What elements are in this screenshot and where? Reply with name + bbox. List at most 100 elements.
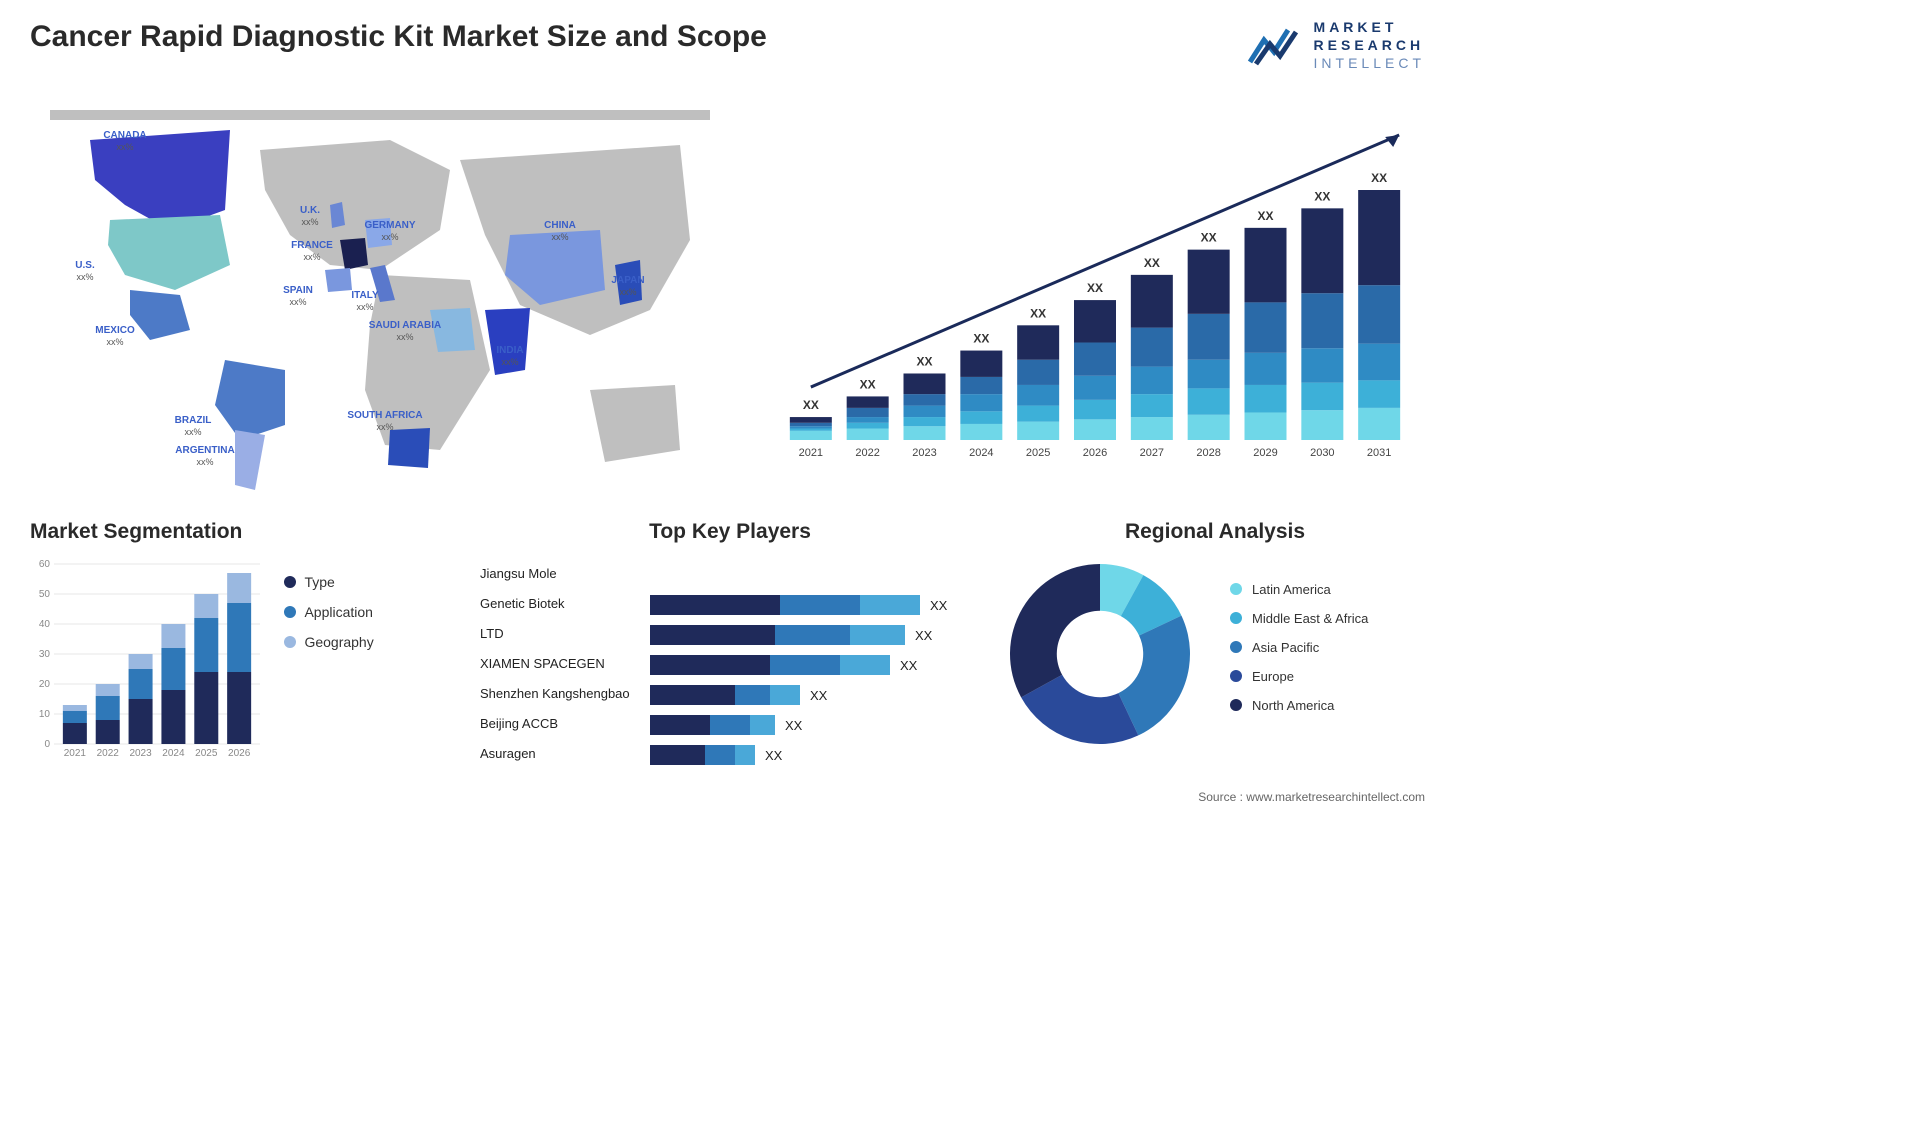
player-value: XX — [915, 628, 933, 643]
map-region-spain — [325, 268, 352, 292]
main-bar-seg — [960, 411, 1002, 424]
regional-donut — [1000, 554, 1200, 754]
player-name: Beijing ACCB — [480, 716, 558, 731]
svg-text:2028: 2028 — [1196, 447, 1220, 459]
player-bar-seg — [650, 625, 775, 645]
players-chart: Jiangsu MoleGenetic BiotekXXLTDXXXIAMEN … — [480, 554, 970, 784]
main-bar-seg — [1074, 419, 1116, 440]
legend-dot — [1230, 670, 1242, 682]
regional-legend-item: Latin America — [1230, 582, 1368, 597]
main-bar-seg — [1188, 360, 1230, 389]
segmentation-chart: 0102030405060202120222023202420252026 — [30, 554, 260, 764]
svg-text:2025: 2025 — [195, 748, 218, 759]
seg-bar-seg — [161, 624, 185, 648]
main-bar-seg — [1301, 410, 1343, 440]
legend-dot — [284, 606, 296, 618]
player-bar-seg — [840, 655, 890, 675]
main-bar-seg — [1188, 415, 1230, 440]
map-label-saudi-arabia: SAUDI ARABIAxx% — [369, 320, 441, 343]
main-bar-seg — [1301, 293, 1343, 348]
player-name: Jiangsu Mole — [480, 566, 557, 581]
main-bar-seg — [1245, 302, 1287, 352]
page-title: Cancer Rapid Diagnostic Kit Market Size … — [30, 20, 767, 54]
svg-text:XX: XX — [803, 398, 819, 412]
world-map: CANADAxx%U.S.xx%MEXICOxx%BRAZILxx%ARGENT… — [30, 90, 730, 490]
main-bar-seg — [960, 394, 1002, 411]
source-text: Source : www.marketresearchintellect.com — [1198, 790, 1425, 804]
seg-bar-seg — [129, 699, 153, 744]
player-value: XX — [810, 688, 828, 703]
map-label-argentina: ARGENTINAxx% — [175, 445, 234, 468]
svg-text:XX: XX — [1087, 281, 1103, 295]
map-label-germany: GERMANYxx% — [364, 220, 415, 243]
svg-text:2029: 2029 — [1253, 447, 1277, 459]
seg-bar-seg — [227, 603, 251, 672]
main-bar-seg — [1358, 285, 1400, 343]
main-bar-seg — [1301, 208, 1343, 293]
svg-text:2021: 2021 — [799, 447, 823, 459]
map-label-south-africa: SOUTH AFRICAxx% — [347, 410, 422, 433]
player-bar-seg — [650, 715, 710, 735]
main-bar-seg — [1188, 314, 1230, 360]
player-value: XX — [765, 748, 783, 763]
seg-bar-seg — [161, 690, 185, 744]
svg-text:XX: XX — [973, 332, 989, 346]
main-bar-seg — [1017, 385, 1059, 406]
player-bar-seg — [735, 745, 755, 765]
legend-label: Type — [304, 574, 334, 590]
seg-bar-seg — [194, 672, 218, 744]
player-value: XX — [900, 658, 918, 673]
main-bar-seg — [1131, 275, 1173, 328]
seg-bar-seg — [194, 618, 218, 672]
main-bar-seg — [790, 429, 832, 431]
svg-text:2026: 2026 — [228, 748, 251, 759]
regional-title: Regional Analysis — [1000, 520, 1430, 544]
svg-text:XX: XX — [1144, 256, 1160, 270]
seg-bar-seg — [227, 573, 251, 603]
segmentation-title: Market Segmentation — [30, 520, 460, 544]
player-bar-seg — [650, 685, 735, 705]
main-bar-seg — [847, 408, 889, 417]
regional-section: Regional Analysis Latin America Middle Ea… — [1000, 520, 1430, 754]
seg-bar-seg — [96, 720, 120, 744]
svg-text:2023: 2023 — [912, 447, 936, 459]
main-bar-seg — [1074, 400, 1116, 419]
legend-label: Latin America — [1252, 582, 1331, 597]
legend-label: Europe — [1252, 669, 1294, 684]
brand-logo: MARKET RESEARCH INTELLECT — [1246, 18, 1425, 73]
svg-text:XX: XX — [860, 377, 876, 391]
regional-legend-item: Middle East & Africa — [1230, 611, 1368, 626]
player-bar-seg — [735, 685, 770, 705]
main-bar-seg — [904, 426, 946, 440]
main-bar-seg — [790, 417, 832, 423]
seg-bar-seg — [161, 648, 185, 690]
main-bar-seg — [1017, 406, 1059, 422]
svg-text:XX: XX — [1201, 231, 1217, 245]
players-section: Top Key Players Jiangsu MoleGenetic Biot… — [480, 520, 980, 789]
svg-text:2027: 2027 — [1140, 447, 1164, 459]
seg-bar-seg — [227, 672, 251, 744]
map-label-china: CHINAxx% — [544, 220, 576, 243]
map-region-argentina — [235, 430, 265, 490]
main-bar-seg — [1245, 412, 1287, 440]
regional-legend-item: North America — [1230, 698, 1368, 713]
svg-text:30: 30 — [39, 649, 51, 660]
map-label-japan: JAPANxx% — [611, 275, 644, 298]
regional-legend-item: Europe — [1230, 669, 1368, 684]
map-label-india: INDIAxx% — [496, 345, 523, 368]
svg-text:XX: XX — [1314, 189, 1330, 203]
main-bar-seg — [1131, 417, 1173, 440]
svg-text:2022: 2022 — [855, 447, 879, 459]
main-bar-seg — [960, 377, 1002, 394]
main-bar-seg — [790, 431, 832, 440]
svg-text:XX: XX — [1371, 171, 1387, 185]
main-bar-seg — [1358, 344, 1400, 381]
map-label-u-s-: U.S.xx% — [75, 260, 94, 283]
main-bar-seg — [1131, 328, 1173, 367]
seg-legend-item: Geography — [284, 634, 373, 650]
main-bar-seg — [1188, 388, 1230, 414]
svg-text:2024: 2024 — [969, 447, 993, 459]
seg-bar-seg — [129, 669, 153, 699]
player-bar-seg — [770, 655, 840, 675]
main-bar-seg — [904, 406, 946, 417]
